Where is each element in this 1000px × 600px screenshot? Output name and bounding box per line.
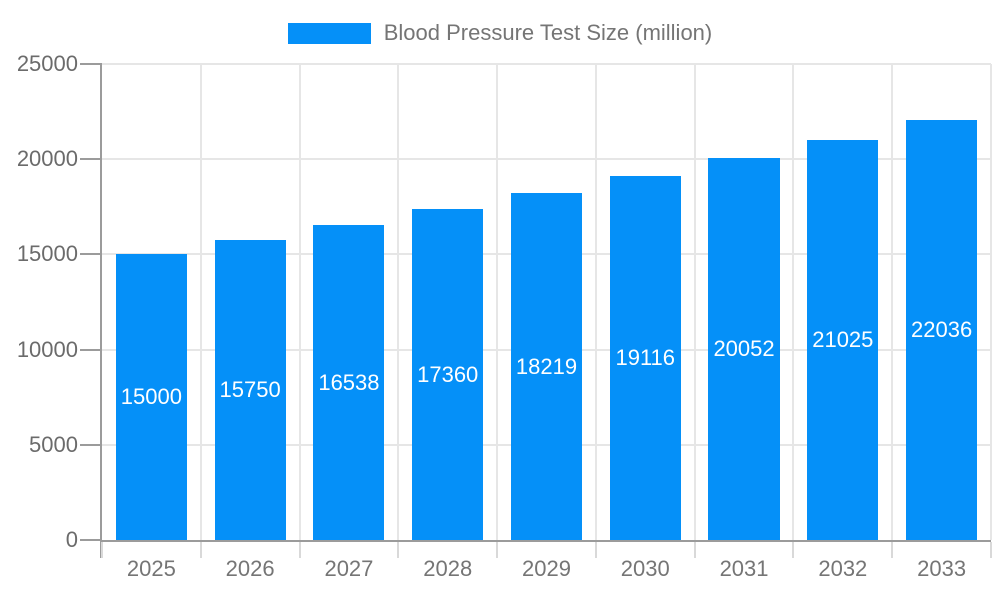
gridline-vertical bbox=[693, 64, 696, 540]
bar-2033[interactable]: 22036 bbox=[906, 120, 978, 540]
bar-2026[interactable]: 15750 bbox=[214, 240, 286, 540]
bar-2027[interactable]: 16538 bbox=[313, 225, 385, 540]
bar-2029[interactable]: 18219 bbox=[510, 193, 583, 540]
y-axis-tick bbox=[80, 348, 100, 351]
x-axis-label: 2032 bbox=[818, 556, 868, 581]
bar-value-label: 15750 bbox=[219, 377, 281, 403]
bar-value-label: 21025 bbox=[812, 326, 874, 352]
x-axis-tick bbox=[891, 542, 894, 558]
y-axis-tick bbox=[80, 63, 100, 65]
x-axis-tick bbox=[496, 542, 499, 558]
y-axis-tick bbox=[80, 253, 100, 256]
x-axis-label: 2026 bbox=[225, 556, 275, 581]
gridline-vertical bbox=[792, 64, 795, 540]
gridline-vertical bbox=[298, 64, 301, 540]
bar-2030[interactable]: 19116 bbox=[609, 176, 681, 540]
bar-value-label: 16538 bbox=[318, 369, 380, 395]
bar-2031[interactable]: 20052 bbox=[708, 158, 780, 540]
y-axis-label: 10000 bbox=[16, 336, 78, 362]
bar-value-label: 18219 bbox=[515, 353, 578, 379]
x-axis-label: 2025 bbox=[126, 556, 176, 581]
plot-area: 0 5000 10000 15000 20000 25000 15000 2025 15750 2… bbox=[17, 53, 992, 580]
y-axis-label: 15000 bbox=[16, 241, 78, 267]
y-axis-tick bbox=[80, 443, 100, 446]
x-axis-tick bbox=[397, 542, 400, 558]
bar-value-label: 17360 bbox=[417, 361, 479, 387]
y-axis-label: 5000 bbox=[29, 431, 78, 457]
x-axis-tick bbox=[298, 542, 301, 558]
x-axis-label: 2027 bbox=[324, 556, 374, 581]
x-axis-line bbox=[100, 540, 991, 542]
gridline-vertical bbox=[496, 64, 499, 540]
legend-swatch-icon bbox=[287, 22, 371, 44]
gridline-vertical bbox=[594, 64, 597, 540]
bar-value-label: 15000 bbox=[120, 384, 182, 410]
bar-value-label: 22036 bbox=[911, 317, 973, 343]
gridline-vertical bbox=[199, 64, 202, 540]
bar-value-label: 20052 bbox=[713, 336, 775, 362]
y-axis-label: 0 bbox=[65, 527, 78, 552]
x-axis-label: 2028 bbox=[423, 556, 473, 581]
x-axis-tick bbox=[101, 542, 103, 558]
gridline-horizontal bbox=[102, 158, 991, 161]
bar-2032[interactable]: 21025 bbox=[807, 139, 879, 540]
x-axis-label: 2033 bbox=[917, 556, 967, 581]
legend-label: Blood Pressure Test Size (million) bbox=[383, 20, 713, 45]
x-axis-tick bbox=[594, 542, 597, 558]
legend[interactable]: Blood Pressure Test Size (million) bbox=[0, 20, 1000, 46]
x-axis-tick bbox=[199, 542, 202, 558]
bar-2025[interactable]: 15000 bbox=[115, 254, 187, 540]
x-axis-label: 2029 bbox=[522, 556, 571, 581]
y-axis-tick bbox=[80, 158, 100, 161]
y-axis-label: 25000 bbox=[16, 51, 78, 76]
y-axis-tick bbox=[80, 539, 100, 541]
y-axis-line bbox=[100, 63, 102, 558]
x-axis-tick bbox=[693, 542, 696, 558]
gridline-vertical bbox=[990, 64, 992, 540]
y-axis-label: 20000 bbox=[16, 146, 78, 172]
bar-value-label: 19116 bbox=[615, 345, 676, 371]
x-axis-label: 2031 bbox=[719, 556, 769, 581]
x-axis-tick bbox=[792, 542, 795, 558]
bar-2028[interactable]: 17360 bbox=[412, 209, 484, 540]
gridline-horizontal bbox=[102, 63, 991, 65]
x-axis-label: 2030 bbox=[620, 556, 670, 581]
gridline-vertical bbox=[397, 64, 400, 540]
x-axis-tick bbox=[990, 542, 992, 558]
gridline-vertical bbox=[891, 64, 894, 540]
